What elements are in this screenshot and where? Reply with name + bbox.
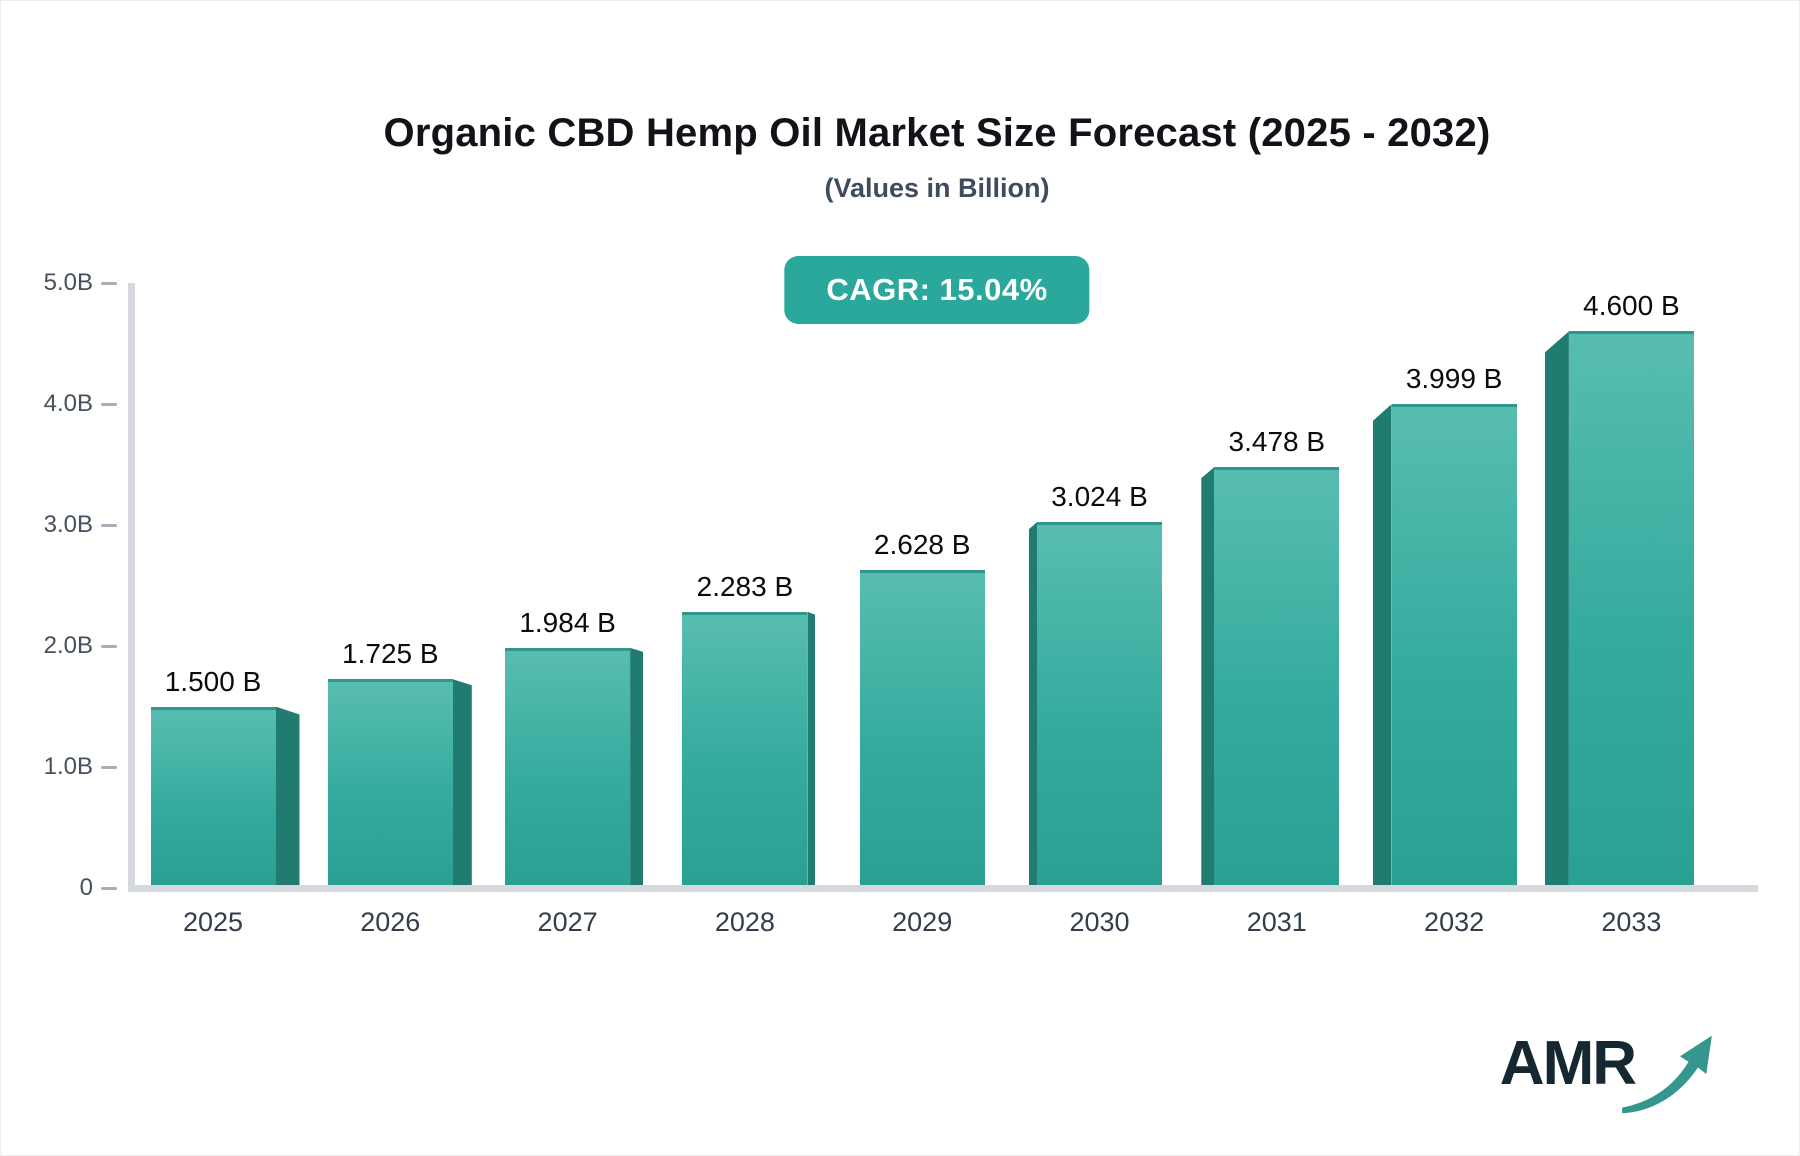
y-axis-tick-label: 4.0B [43, 390, 93, 417]
trending-up-arrow-icon [1622, 1035, 1712, 1114]
bar-2029-value-label: 2.628 B [873, 529, 971, 560]
bar-2033-value-label: 4.600 B [1583, 290, 1680, 322]
bar-2028-value-label: 2.283 B [696, 570, 794, 602]
bar-2031-value-label: 3.478 B [1228, 426, 1326, 458]
bar-2029 [859, 570, 985, 888]
x-axis-label-2030: 2030 [1069, 907, 1130, 937]
bar-2031 [1214, 467, 1340, 888]
bar-2032-value-label: 3.999 B [1405, 363, 1503, 395]
x-axis-label-2026: 2026 [360, 907, 421, 937]
y-axis-tick-label: 2.0B [43, 632, 93, 659]
y-axis-tick-label: 1.0B [43, 753, 93, 780]
x-axis-label-2028: 2028 [714, 907, 775, 937]
x-axis-label-2031: 2031 [1246, 907, 1307, 937]
x-axis-label-2033: 2033 [1601, 907, 1662, 937]
bar-2025-side [275, 706, 300, 888]
bar-2033 [1568, 331, 1694, 888]
bar-2032-side [1372, 404, 1392, 888]
bar-2025 [150, 706, 276, 888]
chart-title: Organic CBD Hemp Oil Market Size Forecas… [383, 111, 1491, 155]
cagr-badge: CAGR: 15.04% [784, 256, 1090, 324]
bar-2030-value-label: 3.024 B [1051, 481, 1148, 513]
bar-2027-side [630, 647, 644, 888]
y-axis-tick-dash [101, 524, 117, 527]
bar-2031-side [1201, 467, 1215, 888]
bar-2027 [505, 647, 631, 888]
bar-2032 [1391, 404, 1517, 888]
y-axis-tick-dash [101, 645, 117, 648]
bar-2030-side [1029, 522, 1037, 888]
y-axis-tick-dash [101, 403, 117, 406]
y-axis-line [128, 283, 135, 892]
bar-2027-value-label: 1.984 B [519, 606, 616, 638]
y-axis-tick-label: 5.0B [43, 269, 93, 296]
x-axis-label-2025: 2025 [182, 907, 244, 937]
bar-2026 [327, 679, 453, 888]
amr-logo: AMR [1500, 1029, 1715, 1117]
amr-logo-text: AMR [1499, 1029, 1637, 1098]
bar-2026-side [452, 679, 472, 888]
bar-2033-side [1544, 331, 1569, 888]
x-axis-label-2029: 2029 [892, 907, 953, 937]
y-axis-tick-label: 0 [79, 874, 93, 901]
x-axis-line [128, 885, 1758, 892]
bar-2025-value-label: 1.500 B [164, 665, 262, 697]
bar-2030 [1037, 522, 1162, 888]
y-axis-tick-dash [101, 887, 117, 890]
chart-subtitle: (Values in Billion) [824, 173, 1050, 203]
bar-2028-side [807, 611, 816, 888]
bar-2028 [682, 611, 808, 888]
x-axis-label-2032: 2032 [1424, 907, 1485, 937]
y-axis-tick-dash [101, 766, 117, 769]
y-axis-tick-label: 3.0B [43, 511, 93, 538]
bar-2026-value-label: 1.725 B [342, 638, 439, 670]
y-axis-tick-dash [101, 282, 117, 285]
x-axis-label-2027: 2027 [537, 907, 598, 937]
